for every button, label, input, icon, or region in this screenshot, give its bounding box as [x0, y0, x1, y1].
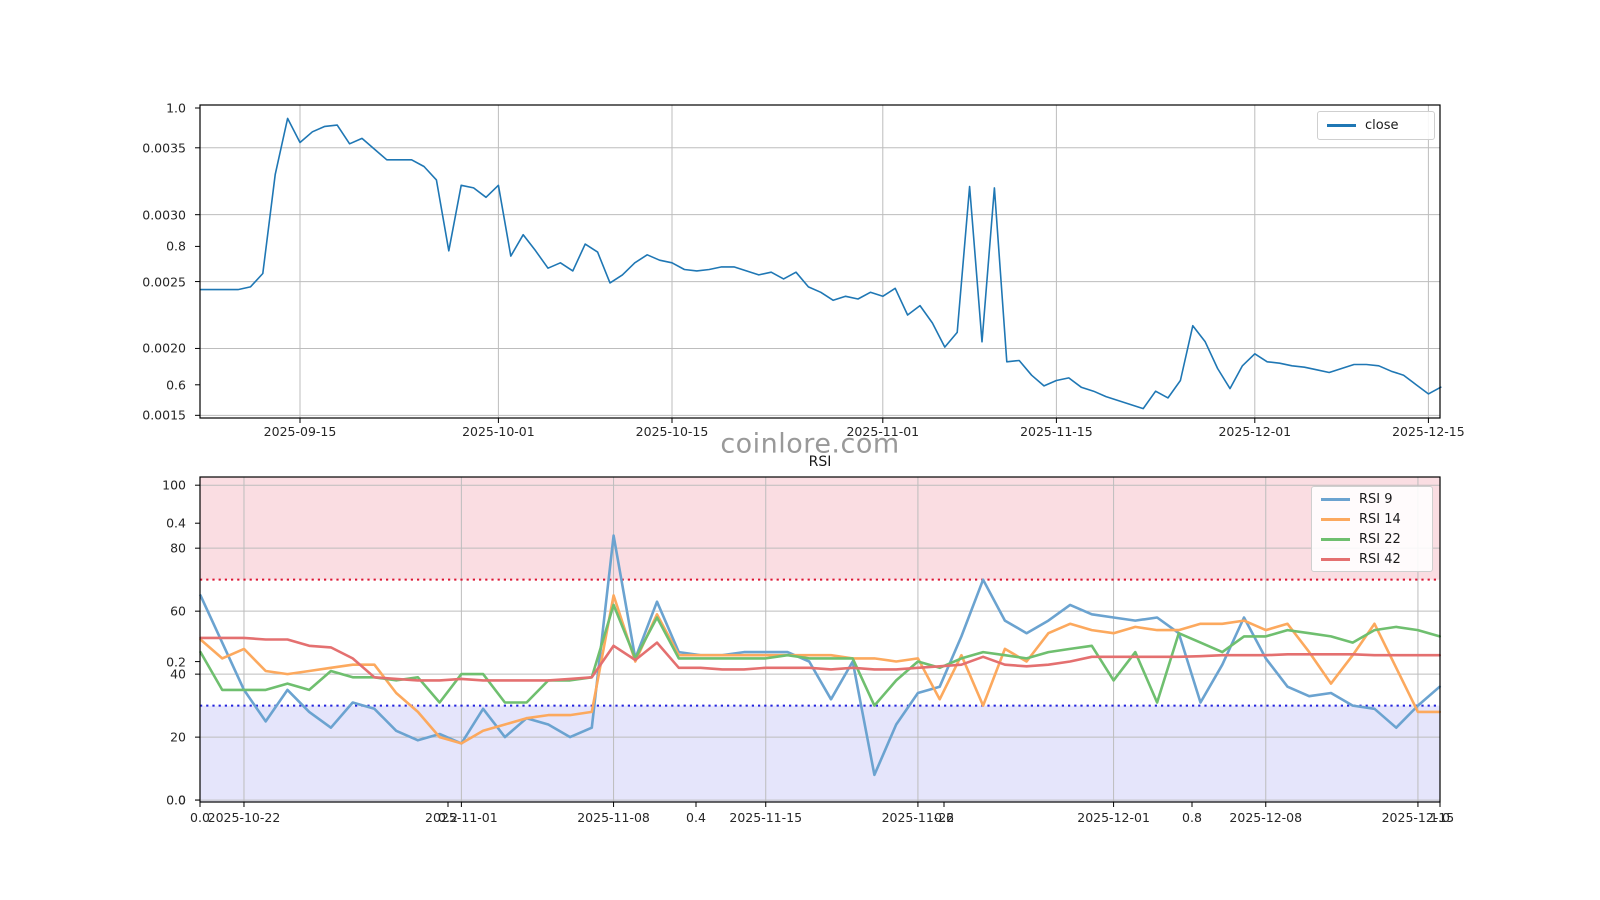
- overlay-y-tick-label: 0.6: [166, 377, 186, 393]
- overlay-x-tick-label: 0.8: [1182, 810, 1202, 825]
- legend-label-rsi14: RSI 14: [1359, 511, 1401, 527]
- rsi-x-tick-label: 2025-11-22: [881, 810, 955, 825]
- legend-label-rsi22: RSI 22: [1359, 531, 1401, 547]
- overlay-x-tick-label: 0.0: [190, 810, 210, 825]
- rsi14-line-swatch-icon: [1321, 517, 1350, 521]
- legend-label-rsi9: RSI 9: [1359, 491, 1393, 507]
- overlay-y-tick-label: 0.0: [166, 792, 186, 808]
- rsi9-line-swatch-icon: [1321, 497, 1350, 501]
- overlay-y-tick-label: 0.8: [166, 238, 186, 254]
- price-y-tick-label: 0.0015: [142, 407, 186, 423]
- overlay-y-tick-label: 0.4: [166, 515, 186, 531]
- rsi42-line-swatch-icon: [1321, 557, 1350, 561]
- legend-row-rsi22: RSI 22: [1321, 531, 1423, 547]
- price-x-tick-label: 2025-09-15: [263, 424, 337, 439]
- rsi-y-tick-label: 20: [170, 729, 186, 745]
- close-line-swatch-icon: [1327, 124, 1356, 127]
- legend-row-rsi9: RSI 9: [1321, 491, 1423, 507]
- overlay-x-tick-label: 0.6: [934, 810, 954, 825]
- overlay-x-tick-label: 1.0: [1430, 810, 1450, 825]
- overlay-x-tick-label: 0.2: [438, 810, 458, 825]
- price-x-tick-label: 2025-12-15: [1392, 424, 1465, 439]
- legend-row-rsi14: RSI 14: [1321, 511, 1423, 527]
- price-y-tick-label: 0.0020: [142, 340, 186, 356]
- rsi-y-tick-label: 40: [170, 666, 186, 682]
- rsi-legend: RSI 9 RSI 14 RSI 22 RSI 42: [1311, 486, 1433, 572]
- rsi-x-tick-label: 2025-11-15: [729, 810, 803, 825]
- price-x-tick-label: 2025-12-01: [1218, 424, 1292, 439]
- legend-row-rsi42: RSI 42: [1321, 551, 1423, 567]
- price-y-tick-label: 0.0030: [142, 207, 186, 223]
- overlay-x-tick-label: 0.4: [686, 810, 706, 825]
- rsi-chart-title: RSI: [808, 454, 832, 470]
- price-x-tick-label: 2025-11-01: [846, 424, 920, 439]
- legend-label-close: close: [1365, 118, 1399, 133]
- legend-row-close: close: [1327, 117, 1425, 134]
- rsi-x-tick-label: 2025-12-01: [1077, 810, 1150, 825]
- price-x-tick-label: 2025-10-01: [462, 424, 535, 439]
- watermark: coinlore.com: [720, 428, 900, 460]
- price-y-tick-label: 0.0025: [142, 274, 186, 290]
- price-x-tick-label: 2025-10-15: [635, 424, 709, 439]
- rsi-x-tick-label: 2025-11-01: [425, 810, 498, 825]
- rsi-y-tick-label: 60: [170, 603, 186, 619]
- overlay-y-tick-label: 1.0: [166, 100, 186, 116]
- price-legend: close: [1317, 111, 1435, 140]
- rsi-y-tick-label: 0: [178, 792, 186, 808]
- rsi-y-tick-label: 80: [170, 540, 186, 556]
- rsi-x-tick-label: 2025-12-08: [1229, 810, 1303, 825]
- price-x-tick-label: 2025-11-15: [1020, 424, 1093, 439]
- rsi-x-tick-label: 2025-11-08: [577, 810, 650, 825]
- rsi-x-tick-label: 2025-10-22: [207, 810, 281, 825]
- legend-label-rsi42: RSI 42: [1359, 551, 1401, 567]
- rsi-x-tick-label: 2025-12-15: [1381, 810, 1455, 825]
- overlay-y-tick-label: 0.2: [166, 654, 186, 670]
- rsi22-line-swatch-icon: [1321, 537, 1350, 541]
- rsi-y-tick-label: 100: [162, 477, 186, 493]
- price-y-tick-label: 0.0035: [142, 140, 186, 156]
